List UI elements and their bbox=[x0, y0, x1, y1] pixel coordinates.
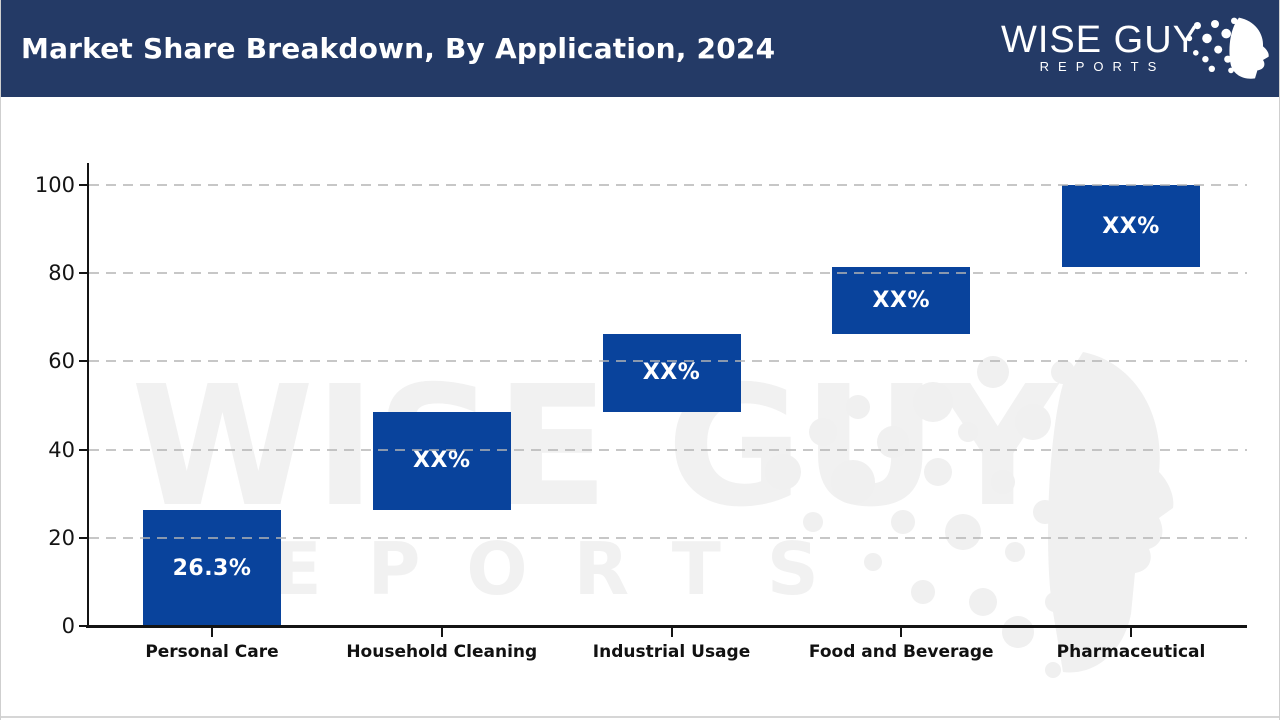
bar-food-and-beverage: XX% bbox=[832, 267, 971, 334]
bar-household-cleaning: XX% bbox=[372, 411, 511, 510]
bar-pharmaceutical: XX% bbox=[1062, 185, 1200, 268]
gridline-80 bbox=[89, 272, 1247, 275]
gridline-40 bbox=[89, 448, 1247, 451]
y-tick-label-0: 0 bbox=[61, 614, 75, 638]
gridline-60 bbox=[89, 360, 1247, 363]
y-tick-label-40: 40 bbox=[48, 437, 75, 462]
bar-personal-care: 26.3% bbox=[143, 510, 281, 626]
bar-industrial-usage: XX% bbox=[602, 333, 741, 412]
watermark-face-icon bbox=[765, 352, 1174, 678]
y-tick-mark-60 bbox=[79, 360, 88, 363]
y-tick-mark-80 bbox=[79, 272, 88, 275]
x-axis-line bbox=[86, 625, 1247, 628]
logo-text: WISE GUY REPORTS bbox=[1000, 19, 1199, 74]
bar-value-label-industrial-usage: XX% bbox=[642, 360, 701, 386]
y-tick-mark-40 bbox=[79, 448, 88, 451]
x-axis-label-personal-care: Personal Care bbox=[145, 642, 279, 662]
header-bar: Market Share Breakdown, By Application, … bbox=[1, 0, 1279, 97]
y-tick-label-20: 20 bbox=[48, 525, 75, 550]
logo-face-icon bbox=[1186, 17, 1269, 79]
plot-area: WISE GUY REPORTS 0 20 40 60 80 100 26.3% Person… bbox=[1, 97, 1279, 717]
bar-value-label-personal-care: 26.3% bbox=[172, 555, 252, 581]
gridline-20 bbox=[89, 536, 1247, 539]
gridline-100 bbox=[89, 184, 1247, 186]
x-tick-food-and-beverage bbox=[900, 628, 903, 637]
x-tick-personal-care bbox=[211, 628, 213, 637]
y-tick-mark-20 bbox=[79, 536, 88, 539]
x-axis-label-food-and-beverage: Food and Beverage bbox=[808, 642, 994, 662]
logo-subtext: REPORTS bbox=[1039, 58, 1166, 74]
x-axis-label-household-cleaning: Household Cleaning bbox=[346, 642, 538, 662]
y-axis-line bbox=[87, 163, 89, 628]
x-tick-pharmaceutical bbox=[1130, 628, 1132, 637]
y-tick-label-80: 80 bbox=[48, 261, 75, 286]
y-tick-label-60: 60 bbox=[48, 349, 75, 374]
logo-wordmark: WISE GUY bbox=[1000, 19, 1199, 62]
bar-value-label-food-and-beverage: XX% bbox=[872, 287, 930, 313]
bottom-border-line bbox=[1, 716, 1279, 718]
y-tick-label-100: 100 bbox=[34, 173, 75, 197]
y-tick-mark-100 bbox=[79, 184, 88, 186]
x-axis-label-pharmaceutical: Pharmaceutical bbox=[1056, 642, 1206, 662]
chart-title: Market Share Breakdown, By Application, … bbox=[21, 32, 776, 65]
x-tick-industrial-usage bbox=[670, 628, 673, 637]
x-tick-household-cleaning bbox=[440, 628, 443, 637]
bar-value-label-pharmaceutical: XX% bbox=[1102, 213, 1160, 239]
wiseguy-logo: WISE GUY REPORTS bbox=[1001, 4, 1271, 90]
bar-value-label-household-cleaning: XX% bbox=[413, 448, 471, 474]
x-axis-label-industrial-usage: Industrial Usage bbox=[592, 642, 751, 662]
y-tick-mark-0 bbox=[79, 625, 88, 627]
